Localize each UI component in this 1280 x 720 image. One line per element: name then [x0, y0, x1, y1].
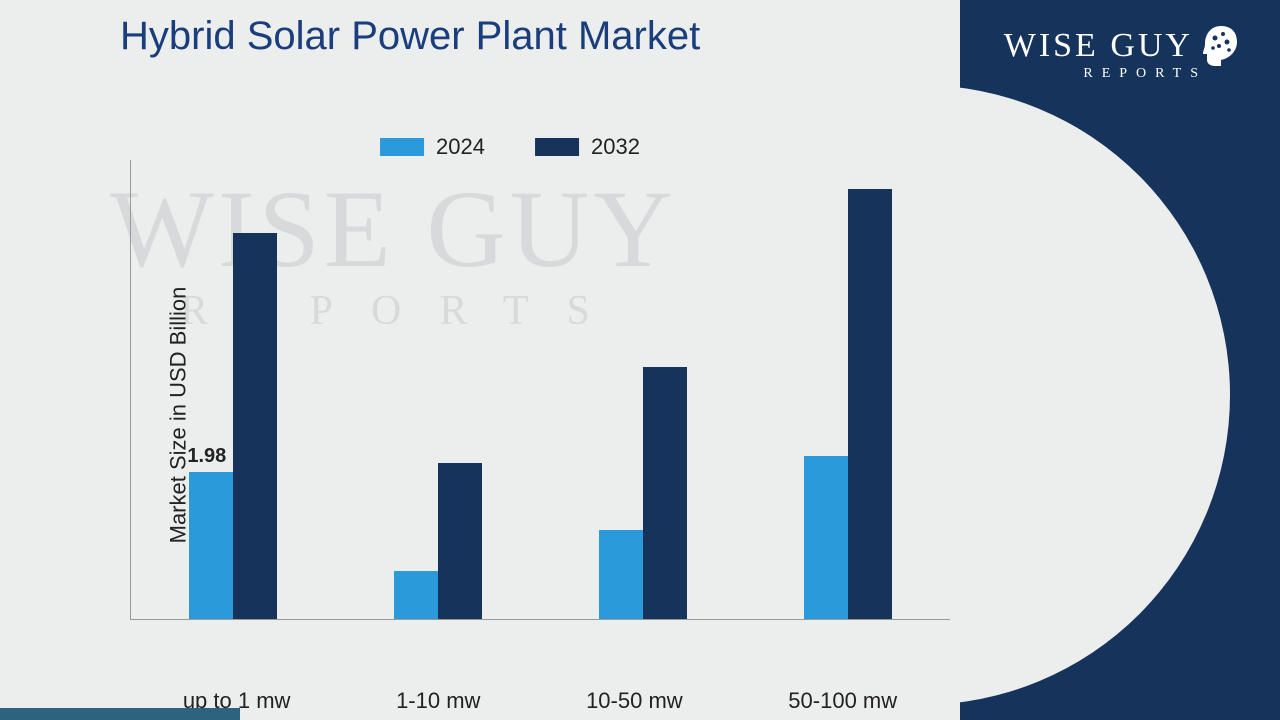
bar — [233, 233, 277, 619]
legend-swatch — [380, 138, 424, 156]
bars-container: 1.98 — [131, 160, 950, 619]
bottom-accent — [0, 708, 240, 720]
x-tick-label: 10-50 mw — [586, 688, 683, 714]
bar-group — [599, 367, 687, 619]
bar — [394, 571, 438, 619]
legend-item-2024: 2024 — [380, 134, 485, 160]
chart-title: Hybrid Solar Power Plant Market — [120, 14, 700, 59]
head-icon — [1197, 22, 1245, 70]
legend-label: 2024 — [436, 134, 485, 160]
legend-item-2032: 2032 — [535, 134, 640, 160]
x-tick-label: 50-100 mw — [788, 688, 897, 714]
bar — [848, 189, 892, 619]
bar-chart: Market Size in USD Billion 2024 2032 1.9… — [70, 150, 950, 680]
x-tick-label: 1-10 mw — [396, 688, 480, 714]
bar-value-label: 1.98 — [187, 445, 226, 468]
bar-group: 1.98 — [189, 233, 277, 619]
plot-area: 1.98 — [130, 160, 950, 620]
bar — [189, 472, 233, 619]
legend-swatch — [535, 138, 579, 156]
bar — [599, 530, 643, 619]
bar-group — [394, 463, 482, 619]
bar — [643, 367, 687, 619]
bar-group — [804, 189, 892, 619]
brand-logo: WISE GUY REPORTS — [1004, 22, 1245, 82]
x-axis-labels: up to 1 mw1-10 mw10-50 mw50-100 mw — [130, 688, 950, 714]
bar — [804, 456, 848, 619]
brand-name: WISE GUY — [1004, 27, 1193, 65]
bar — [438, 463, 482, 619]
legend-label: 2032 — [591, 134, 640, 160]
legend: 2024 2032 — [380, 134, 640, 160]
